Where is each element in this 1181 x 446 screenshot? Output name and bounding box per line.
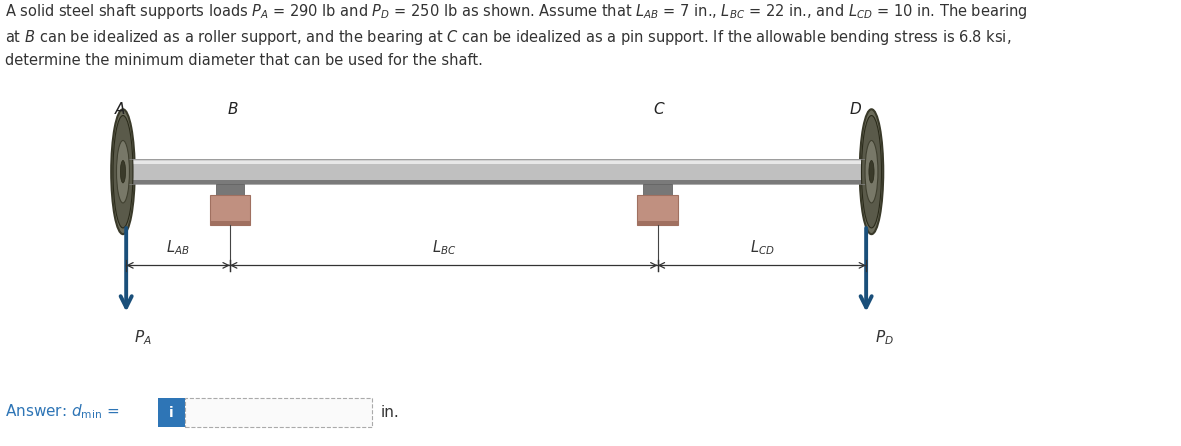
Ellipse shape xyxy=(861,116,881,228)
Bar xyxy=(123,165,872,180)
Text: determine the minimum diameter that can be used for the shaft.: determine the minimum diameter that can … xyxy=(6,53,483,68)
Ellipse shape xyxy=(113,116,133,228)
Ellipse shape xyxy=(864,140,877,203)
Text: $D$: $D$ xyxy=(849,101,862,117)
Ellipse shape xyxy=(111,109,135,234)
Bar xyxy=(644,184,672,195)
FancyBboxPatch shape xyxy=(185,398,372,427)
Text: A solid steel shaft supports loads $P_A$ = 290 lb and $P_D$ = 250 lb as shown. A: A solid steel shaft supports loads $P_A$… xyxy=(6,2,1027,21)
Ellipse shape xyxy=(860,109,883,234)
Bar xyxy=(209,195,250,225)
Text: $C$: $C$ xyxy=(653,101,666,117)
Bar xyxy=(123,160,872,161)
Bar xyxy=(123,180,872,184)
Text: $P_A$: $P_A$ xyxy=(133,328,151,347)
Bar xyxy=(123,159,872,184)
Text: $L_{BC}$: $L_{BC}$ xyxy=(431,238,456,257)
Text: $B$: $B$ xyxy=(228,101,239,117)
Bar xyxy=(638,221,678,225)
Text: Answer: $d_{\mathrm{min}}$ =: Answer: $d_{\mathrm{min}}$ = xyxy=(6,402,119,421)
Ellipse shape xyxy=(120,161,125,183)
Ellipse shape xyxy=(869,161,874,183)
Bar xyxy=(638,195,678,225)
Bar xyxy=(158,398,185,427)
Text: $P_D$: $P_D$ xyxy=(875,328,894,347)
Text: $A$: $A$ xyxy=(113,101,126,117)
Text: in.: in. xyxy=(380,405,399,420)
Bar xyxy=(123,160,872,165)
Bar xyxy=(216,184,244,195)
Bar xyxy=(209,221,250,225)
Text: $L_{CD}$: $L_{CD}$ xyxy=(750,238,775,257)
Text: at $B$ can be idealized as a roller support, and the bearing at $C$ can be ideal: at $B$ can be idealized as a roller supp… xyxy=(6,28,1012,47)
Text: $L_{AB}$: $L_{AB}$ xyxy=(167,238,190,257)
Text: i: i xyxy=(169,406,174,420)
Ellipse shape xyxy=(117,140,130,203)
